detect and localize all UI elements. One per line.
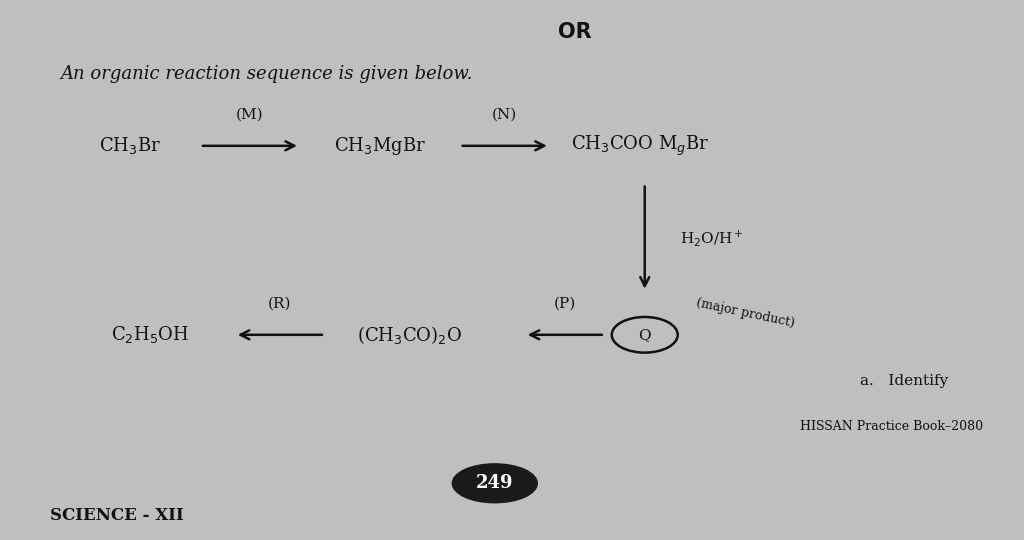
Text: (P): (P) bbox=[554, 296, 575, 310]
Text: CH$_3$COO M$_g$Br: CH$_3$COO M$_g$Br bbox=[570, 134, 709, 158]
Text: CH$_3$Br: CH$_3$Br bbox=[99, 136, 161, 156]
Text: SCIENCE - XII: SCIENCE - XII bbox=[50, 507, 183, 524]
Text: 249: 249 bbox=[476, 474, 514, 492]
Text: C$_2$H$_5$OH: C$_2$H$_5$OH bbox=[111, 325, 189, 345]
Text: H$_2$O/H$^+$: H$_2$O/H$^+$ bbox=[680, 227, 743, 248]
Text: (M): (M) bbox=[237, 107, 264, 122]
Text: HISSAN Practice Book–2080: HISSAN Practice Book–2080 bbox=[800, 420, 983, 433]
Text: Q: Q bbox=[638, 328, 651, 342]
Text: (major product): (major product) bbox=[694, 296, 796, 330]
Text: a.   Identify: a. Identify bbox=[860, 374, 948, 388]
Text: OR: OR bbox=[558, 22, 592, 42]
Text: (CH$_3$CO)$_2$O: (CH$_3$CO)$_2$O bbox=[357, 324, 463, 346]
Ellipse shape bbox=[453, 464, 538, 503]
Text: (R): (R) bbox=[268, 296, 292, 310]
Text: CH$_3$MgBr: CH$_3$MgBr bbox=[334, 135, 426, 157]
Text: An organic reaction sequence is given below.: An organic reaction sequence is given be… bbox=[60, 65, 472, 83]
Text: (N): (N) bbox=[493, 107, 517, 122]
